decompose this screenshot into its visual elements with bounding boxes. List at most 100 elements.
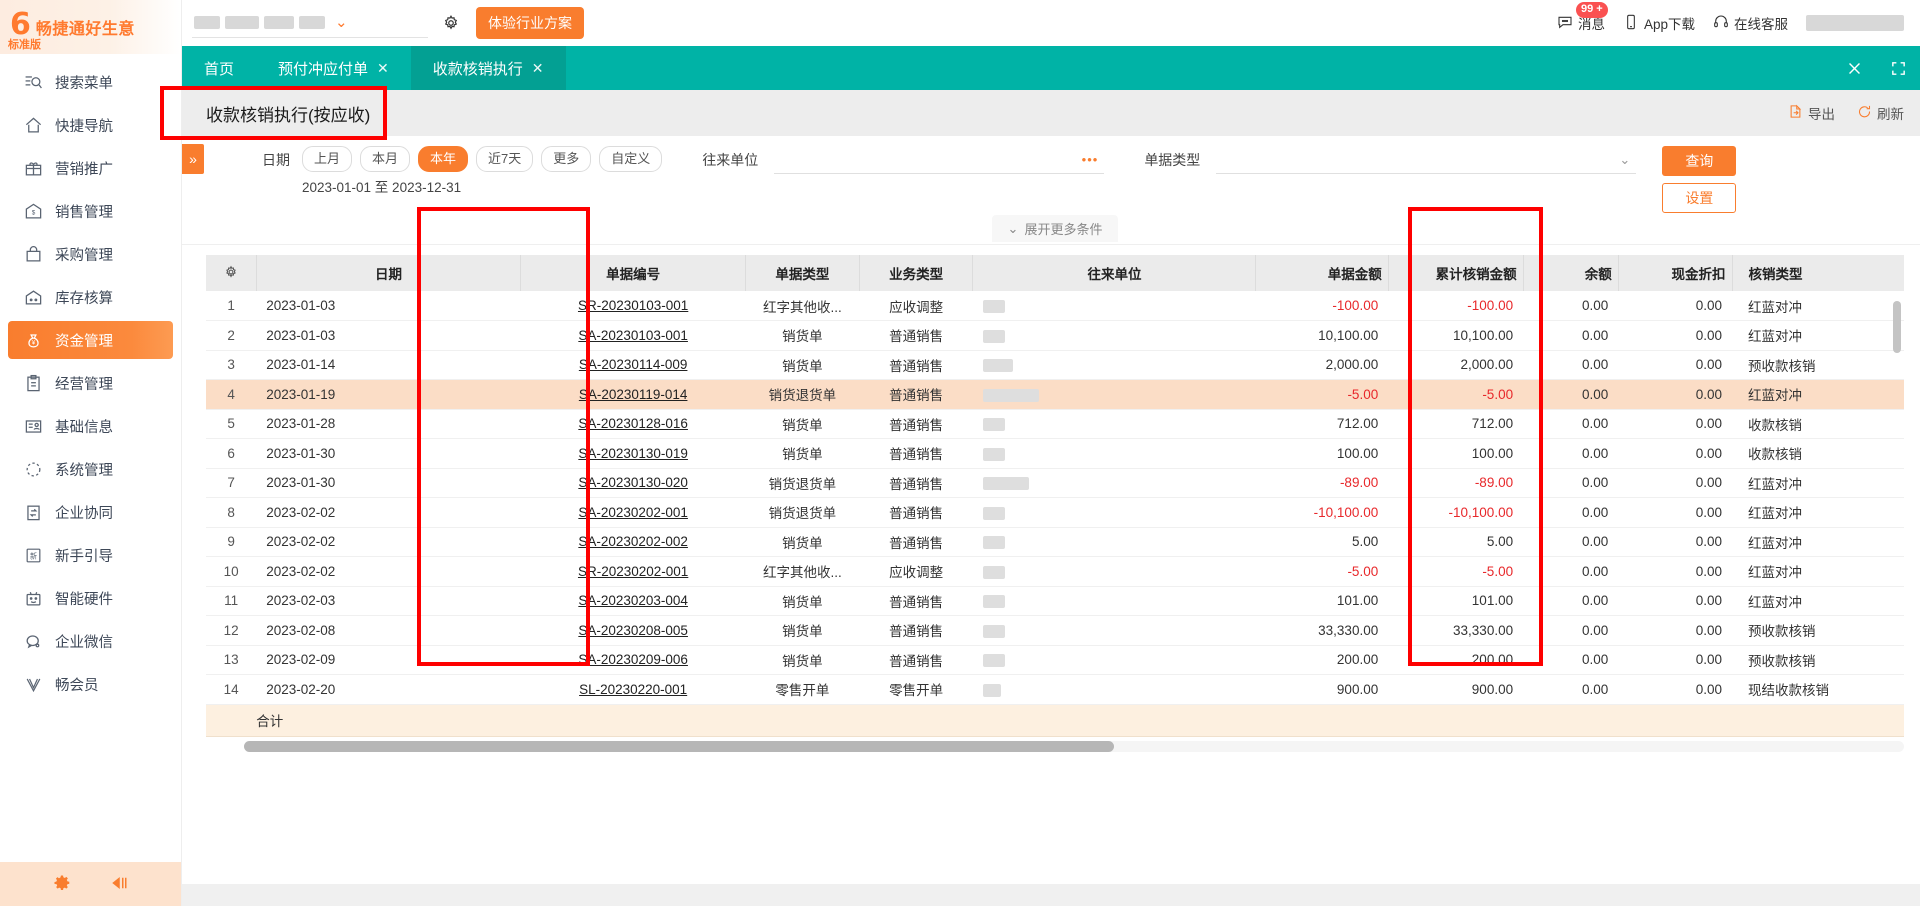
messages-button[interactable]: 消息 99 +: [1557, 2, 1608, 33]
sidebar-item-basic-info[interactable]: 基础信息: [8, 407, 173, 445]
date-chip-this-month[interactable]: 本月: [360, 146, 411, 172]
doc-no-link[interactable]: SR-20230103-001: [577, 298, 689, 313]
doc-no-link[interactable]: SA-20230209-006: [578, 652, 688, 668]
chevron-down-icon[interactable]: ⌄: [335, 14, 348, 31]
column-header-business-type[interactable]: 业务类型: [859, 255, 974, 291]
date-range-text[interactable]: 2023-01-01 至 2023-12-31: [302, 179, 462, 195]
close-icon[interactable]: ✕: [377, 59, 389, 76]
doc-no-link[interactable]: SA-20230130-020: [578, 475, 688, 491]
column-header-doc-no[interactable]: 单据编号: [520, 255, 747, 291]
sidebar-item-operations[interactable]: 经营管理: [8, 364, 173, 402]
sidebar-item-system[interactable]: 系统管理: [8, 450, 173, 488]
cell-doc-no: SA-20230202-002: [520, 527, 746, 557]
date-chip-last-7-days[interactable]: 近7天: [476, 146, 534, 172]
column-header-cumulative-writeoff[interactable]: 累计核销金额: [1388, 255, 1524, 291]
column-header-cash-discount[interactable]: 现金折扣: [1618, 255, 1733, 291]
table-row[interactable]: 9 2023-02-02 SA-20230202-002 销货单 普通销售 5.00 5.0…: [206, 527, 1904, 557]
redacted-block: [982, 624, 1005, 638]
sidebar-item-new-guide[interactable]: 新 新手引导: [8, 536, 173, 574]
date-chip-last-month[interactable]: 上月: [302, 146, 353, 172]
chevron-down-icon[interactable]: ⌄: [1619, 151, 1631, 167]
date-chip-more[interactable]: 更多: [541, 146, 592, 172]
sidebar-item-purchase[interactable]: 采购管理: [8, 235, 173, 273]
brand-logo: 6 畅捷通好生意 标准版: [0, 0, 181, 54]
close-icon[interactable]: ✕: [531, 59, 544, 76]
sidebar-item-search-menu[interactable]: 搜索菜单: [8, 63, 173, 101]
table-row[interactable]: 5 2023-01-28 SA-20230128-016 销货单 普通销售 712.00 7…: [206, 409, 1904, 439]
table-row[interactable]: 11 2023-02-03 SA-20230203-004 销货单 普通销售 101.00…: [206, 586, 1904, 616]
column-settings-icon[interactable]: [206, 255, 257, 291]
tab-home[interactable]: 首页: [182, 46, 256, 90]
date-chip-this-year[interactable]: 本年: [418, 146, 469, 172]
doc-no-link[interactable]: SA-20230202-001: [578, 504, 688, 520]
sidebar-item-enterprise-collab[interactable]: 企业协同: [8, 493, 173, 531]
vertical-scrollbar[interactable]: [1893, 301, 1901, 821]
expand-more-conditions-button[interactable]: ⌄ 展开更多条件: [991, 215, 1119, 242]
total-row: 合计: [206, 704, 1904, 737]
column-header-doc-amount[interactable]: 单据金额: [1255, 255, 1389, 291]
doc-no-link[interactable]: SA-20230103-001: [578, 327, 688, 343]
party-input[interactable]: •••: [774, 146, 1105, 174]
experience-industry-plan-button[interactable]: 体验行业方案: [476, 7, 584, 39]
table-row[interactable]: 1 2023-01-03 SR-20230103-001 红字其他收... 应收调整 -1…: [206, 291, 1904, 321]
table-row[interactable]: 14 2023-02-20 SL-20230220-001 零售开单 零售开单 900.0…: [206, 674, 1904, 705]
sidebar-item-quick-nav[interactable]: 快捷导航: [8, 106, 173, 144]
sidebar-item-inventory[interactable]: 库存核算: [8, 278, 173, 316]
vertical-scroll-thumb[interactable]: [1893, 301, 1901, 353]
table-row[interactable]: 4 2023-01-19 SA-20230119-014 销货退货单 普通销售 -5.00…: [206, 379, 1904, 410]
user-name-redacted[interactable]: [1806, 15, 1904, 31]
column-header-party[interactable]: 往来单位: [972, 255, 1257, 291]
date-chip-custom[interactable]: 自定义: [599, 146, 663, 172]
doc-no-link[interactable]: SL-20230220-001: [579, 681, 688, 697]
column-header-date[interactable]: 日期: [256, 255, 522, 291]
collapse-filter-icon[interactable]: »: [182, 144, 204, 174]
horizontal-scrollbar[interactable]: [244, 740, 1904, 752]
doc-no-link[interactable]: SA-20230130-019: [578, 445, 688, 461]
table-row[interactable]: 12 2023-02-08 SA-20230208-005 销货单 普通销售 33,330…: [206, 615, 1904, 646]
online-service-button[interactable]: 在线客服: [1713, 13, 1788, 33]
close-tab-button[interactable]: [1832, 46, 1876, 90]
cell-date: 2023-01-30: [256, 438, 521, 469]
doc-no-link[interactable]: SA-20230128-016: [578, 416, 688, 432]
cell-cash-discount: 0.00: [1618, 527, 1733, 557]
sidebar-item-marketing[interactable]: 营销推广: [8, 149, 173, 187]
doc-no-link[interactable]: SA-20230114-009: [578, 357, 688, 373]
sidebar-item-fund-management[interactable]: ¥ 资金管理: [8, 321, 173, 359]
query-button[interactable]: 查询: [1662, 146, 1737, 176]
doc-no-link[interactable]: SA-20230203-004: [578, 593, 688, 609]
table-row[interactable]: 7 2023-01-30 SA-20230130-020 销货退货单 普通销售 -89.0…: [206, 468, 1904, 498]
doc-no-link[interactable]: SA-20230208-005: [578, 622, 688, 638]
table-row[interactable]: 2 2023-01-03 SA-20230103-001 销货单 普通销售 10,100.…: [206, 320, 1904, 351]
horizontal-scroll-thumb[interactable]: [244, 740, 1114, 752]
collapse-sidebar-icon[interactable]: [110, 874, 128, 895]
doc-type-select[interactable]: ⌄: [1216, 146, 1637, 174]
table-row[interactable]: 8 2023-02-02 SA-20230202-001 销货退货单 普通销售 -10,1…: [206, 497, 1904, 528]
app-download-button[interactable]: App下载: [1623, 13, 1695, 33]
gear-icon[interactable]: [442, 14, 460, 32]
settings-button[interactable]: 设置: [1662, 183, 1737, 213]
column-header-doc-type[interactable]: 单据类型: [745, 255, 860, 291]
column-header-writeoff-type[interactable]: 核销类型: [1732, 255, 1904, 291]
tab-prepay-offset[interactable]: 预付冲应付单 ✕: [256, 46, 411, 90]
sidebar-item-sales[interactable]: $ 销售管理: [8, 192, 173, 230]
table-row[interactable]: 3 2023-01-14 SA-20230114-009 销货单 普通销售 2,000.0…: [206, 350, 1904, 380]
doc-no-link[interactable]: SA-20230119-014: [578, 386, 688, 402]
doc-no-link[interactable]: SA-20230202-002: [578, 534, 688, 550]
ellipsis-icon[interactable]: •••: [1081, 152, 1099, 167]
doc-no-link[interactable]: SR-20230202-001: [577, 563, 689, 579]
table-row[interactable]: 6 2023-01-30 SA-20230130-019 销货单 普通销售 100.00 1…: [206, 438, 1904, 469]
sidebar-item-wechat-work[interactable]: 企业微信: [8, 622, 173, 660]
settings-gear-icon[interactable]: [53, 874, 71, 895]
sidebar-item-v-member[interactable]: 畅会员: [8, 665, 173, 703]
export-button[interactable]: 导出: [1788, 103, 1835, 123]
org-select[interactable]: ⌄: [192, 8, 428, 38]
column-header-balance[interactable]: 余额: [1523, 255, 1619, 291]
sidebar-item-smart-device[interactable]: 智能硬件: [8, 579, 173, 617]
refresh-button[interactable]: 刷新: [1857, 103, 1904, 123]
sidebar: 6 畅捷通好生意 标准版 搜索菜单 快捷导航 营销推广 $ 销售管理: [0, 0, 182, 906]
table-row[interactable]: 13 2023-02-09 SA-20230209-006 销货单 普通销售 200.00…: [206, 645, 1904, 675]
fullscreen-icon[interactable]: [1876, 46, 1920, 90]
cell-party-redacted: [972, 468, 1256, 498]
table-row[interactable]: 10 2023-02-02 SR-20230202-001 红字其他收... 应收调整 -…: [206, 556, 1904, 587]
tab-receipt-writeoff[interactable]: 收款核销执行 ✕: [410, 46, 566, 90]
